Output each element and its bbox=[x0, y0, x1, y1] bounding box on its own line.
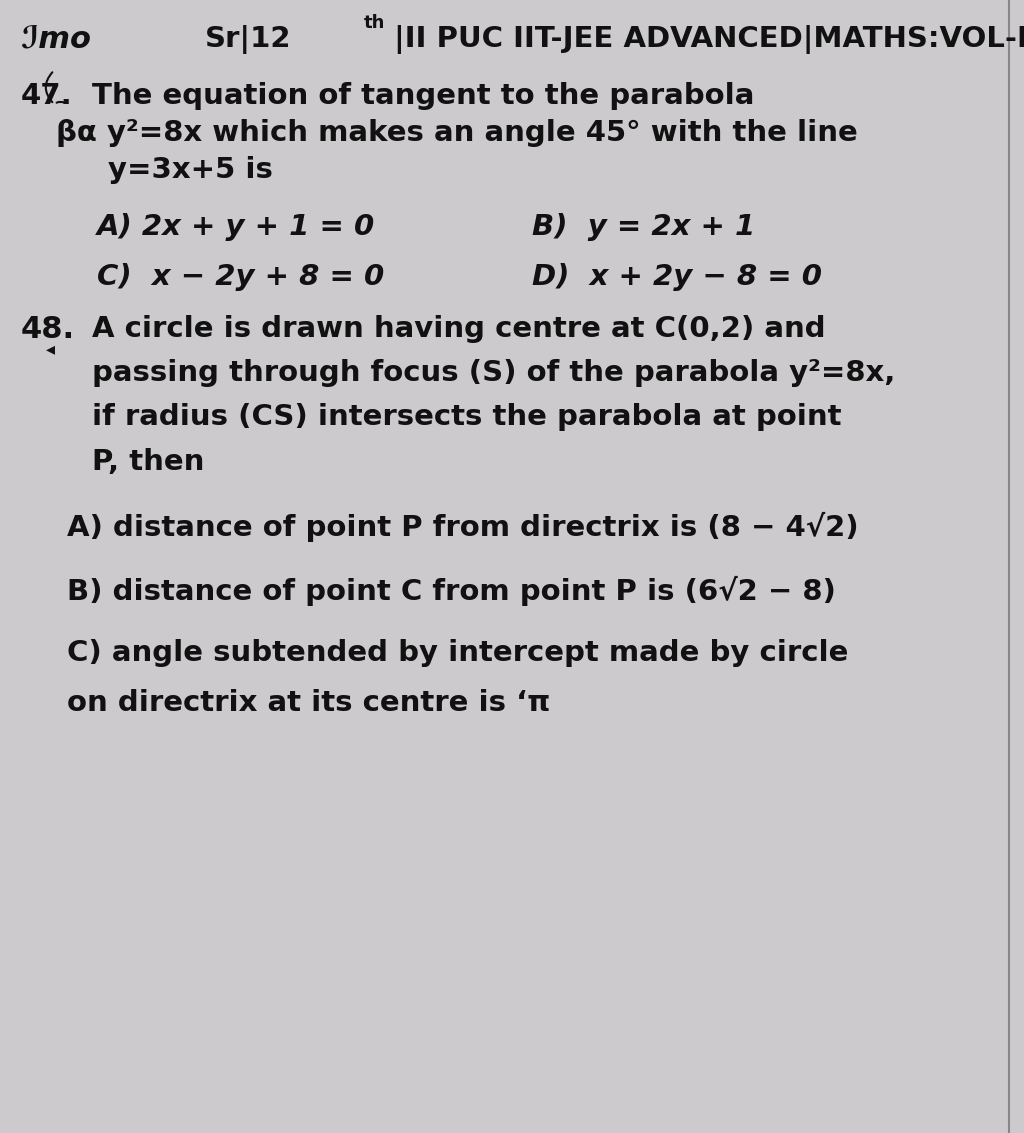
Text: A) distance of point P from directrix is (8 − 4√2): A) distance of point P from directrix is… bbox=[67, 512, 858, 543]
Text: A circle is drawn having centre at C(0,2) and: A circle is drawn having centre at C(0,2… bbox=[92, 315, 825, 343]
Text: th: th bbox=[364, 14, 385, 32]
Text: passing through focus (S) of the parabola y²=8x,: passing through focus (S) of the parabol… bbox=[92, 359, 896, 387]
Text: 48.: 48. bbox=[20, 315, 75, 344]
Text: C)  x − 2y + 8 = 0: C) x − 2y + 8 = 0 bbox=[97, 263, 385, 291]
Text: if radius (CS) intersects the parabola at point: if radius (CS) intersects the parabola a… bbox=[92, 403, 842, 432]
Text: ℐmo: ℐmo bbox=[20, 25, 91, 54]
Text: D)  x + 2y − 8 = 0: D) x + 2y − 8 = 0 bbox=[532, 263, 822, 291]
Text: B) distance of point C from point P is (6√2 − 8): B) distance of point C from point P is (… bbox=[67, 576, 836, 606]
Text: A) 2x + y + 1 = 0: A) 2x + y + 1 = 0 bbox=[97, 213, 376, 241]
Text: The equation of tangent to the parabola: The equation of tangent to the parabola bbox=[92, 82, 755, 110]
Text: 47.: 47. bbox=[20, 82, 73, 110]
Text: P, then: P, then bbox=[92, 448, 205, 476]
Text: ◂: ◂ bbox=[46, 340, 55, 358]
Text: y=3x+5 is: y=3x+5 is bbox=[108, 156, 272, 185]
Text: B)  y = 2x + 1: B) y = 2x + 1 bbox=[532, 213, 756, 241]
Text: on directrix at its centre is ‘π: on directrix at its centre is ‘π bbox=[67, 689, 550, 717]
Text: Sr|12: Sr|12 bbox=[205, 25, 291, 54]
Text: C) angle subtended by intercept made by circle: C) angle subtended by intercept made by … bbox=[67, 639, 848, 667]
Text: |II PUC IIT-JEE ADVANCED|MATHS:VOL-III: |II PUC IIT-JEE ADVANCED|MATHS:VOL-III bbox=[394, 25, 1024, 54]
Text: βα y²=8x which makes an angle 45° with the line: βα y²=8x which makes an angle 45° with t… bbox=[56, 119, 858, 147]
